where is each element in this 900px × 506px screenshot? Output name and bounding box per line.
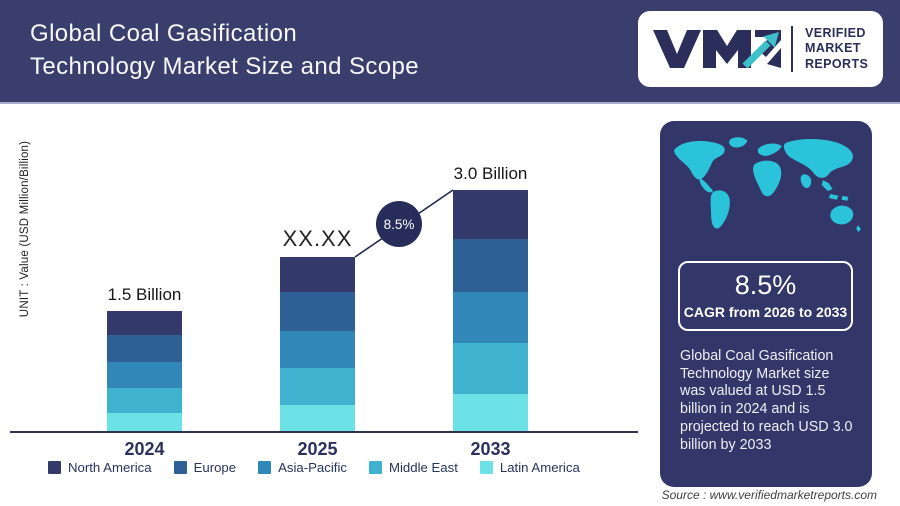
bar-segment-europe <box>453 238 528 293</box>
legend-item-europe: Europe <box>173 460 237 475</box>
bar-2025 <box>280 257 355 433</box>
vmr-logo: VERIFIED MARKET REPORTS <box>638 11 883 87</box>
legend-swatch-europe <box>173 461 187 474</box>
bar-segment-europe <box>280 292 355 331</box>
legend-label-north-america: North America <box>68 460 152 475</box>
logo-name: VERIFIED MARKET REPORTS <box>805 26 868 73</box>
chart-legend: North America Europe Asia-Pacific Middle Ea… <box>48 460 580 475</box>
logo-name-line3: REPORTS <box>805 56 869 71</box>
page-title-line1: Global Coal Gasification <box>30 20 298 47</box>
bar-segment-europe <box>107 335 182 363</box>
bar-segment-asia-pacific <box>453 292 528 344</box>
bar-segment-latin-america <box>453 394 528 433</box>
legend-swatch-north-america <box>48 461 61 474</box>
bar-value-label-2025: XX.XX <box>282 226 353 251</box>
bar-value-label-2024: 1.5 Billion <box>107 285 182 304</box>
legend-item-middle-east: Middle East <box>368 460 458 475</box>
legend-item-latin-america: Latin America <box>479 460 580 475</box>
legend-swatch-middle-east <box>368 461 382 474</box>
bar-segment-north-america <box>107 311 182 336</box>
legend-swatch-asia-pacific <box>258 461 272 474</box>
growth-badge: 8.5% <box>376 201 422 247</box>
summary-panel: 8.5% CAGR from 2026 to 2033 Global Coal … <box>660 121 872 487</box>
logo-name-line1: VERIFIED <box>805 25 866 40</box>
source-attribution: Source : www.verifiedmarketreports.com <box>661 488 877 502</box>
bar-2033 <box>453 190 528 433</box>
bar-segment-asia-pacific <box>107 362 182 388</box>
page-title-line2: Technology Market Size and Scope <box>30 53 420 80</box>
bar-value-label-2033: 3.0 Billion <box>453 164 528 183</box>
legend-swatch-latin-america <box>479 461 493 474</box>
bar-segment-middle-east <box>453 343 528 395</box>
legend-label-latin-america: Latin America <box>499 460 580 475</box>
logo-divider <box>791 26 793 72</box>
vmr-logo-icon <box>653 30 781 69</box>
bar-segment-latin-america <box>107 413 182 433</box>
bar-segment-middle-east <box>107 387 182 414</box>
x-tick-2025: 2025 <box>297 439 338 459</box>
market-summary-text: Global Coal Gasification Technology Mark… <box>680 348 853 453</box>
bar-segment-north-america <box>453 190 528 239</box>
legend-label-europe: Europe <box>193 460 237 475</box>
legend-item-north-america: North America <box>48 460 152 475</box>
page-title: Global Coal Gasification Technology Mark… <box>30 17 419 83</box>
bar-2024 <box>107 311 182 433</box>
x-axis-line <box>10 431 638 433</box>
legend-item-asia-pacific: Asia-Pacific <box>258 460 347 475</box>
cagr-label: CAGR from 2026 to 2033 <box>683 304 848 320</box>
cagr-value: 8.5% <box>734 270 797 300</box>
bar-segment-latin-america <box>280 404 355 433</box>
bar-segment-asia-pacific <box>280 330 355 368</box>
legend-label-middle-east: Middle East <box>388 460 458 475</box>
legend-label-asia-pacific: Asia-Pacific <box>278 460 347 475</box>
world-map-icon <box>673 137 862 233</box>
y-axis-label: UNIT : Value (USD Million/Billion) <box>19 140 31 318</box>
bar-segment-middle-east <box>280 367 355 405</box>
cagr-box: 8.5% CAGR from 2026 to 2033 <box>678 261 853 331</box>
x-tick-2033: 2033 <box>470 439 511 459</box>
logo-name-line2: MARKET <box>805 41 861 56</box>
x-tick-2024: 2024 <box>124 439 165 459</box>
bar-segment-north-america <box>280 257 355 293</box>
header: Global Coal Gasification Technology Mark… <box>0 0 900 104</box>
